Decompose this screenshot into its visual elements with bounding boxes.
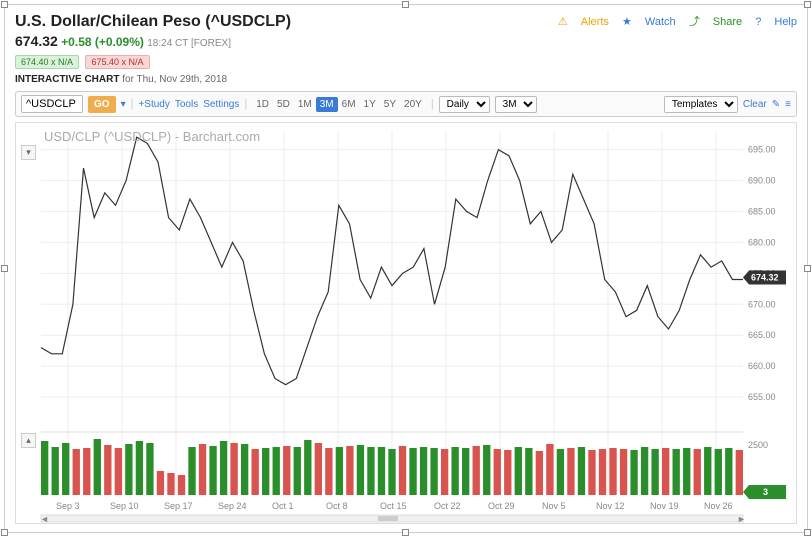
svg-text:Sep 17: Sep 17 <box>164 501 193 511</box>
resize-handle[interactable] <box>1 265 8 272</box>
bid-ask-pills: 674.40 x N/A 675.40 x N/A <box>15 52 797 70</box>
svg-text:Oct 29: Oct 29 <box>488 501 515 511</box>
chevron-down-icon[interactable]: ▾ <box>121 99 126 110</box>
chart-toolbar: GO ▾ | +Study Tools Settings | 1D5D1M3M6… <box>15 91 797 117</box>
resize-handle[interactable] <box>1 1 8 8</box>
svg-text:Nov 19: Nov 19 <box>650 501 679 511</box>
svg-text:◄: ◄ <box>40 514 49 523</box>
resize-handle[interactable] <box>804 265 811 272</box>
quote-row: 674.32 +0.58 (+0.09%) 18:24 CT [FOREX] <box>15 33 797 49</box>
svg-text:Oct 22: Oct 22 <box>434 501 461 511</box>
share-link[interactable]: ⤴ Share <box>689 16 742 28</box>
tools-link[interactable]: Tools <box>175 99 198 110</box>
timeframe-20Y[interactable]: 20Y <box>400 97 426 112</box>
range-select[interactable]: 3M <box>495 96 537 113</box>
chart-frame: ⚠ Alerts ★ Watch ⤴ Share ? Help U.S. Dol… <box>4 4 808 533</box>
alerts-link[interactable]: ⚠ Alerts <box>558 16 609 28</box>
svg-text:660.00: 660.00 <box>748 361 776 371</box>
last-price: 674.32 <box>15 33 58 49</box>
menu-icon[interactable]: ≡ <box>785 99 791 110</box>
svg-text:Oct 15: Oct 15 <box>380 501 407 511</box>
svg-text:Nov 12: Nov 12 <box>596 501 625 511</box>
timeframe-1Y[interactable]: 1Y <box>360 97 380 112</box>
svg-text:3: 3 <box>763 487 768 497</box>
go-button[interactable]: GO <box>88 96 116 113</box>
collapse-price-icon[interactable]: ▾ <box>21 145 36 160</box>
resize-handle[interactable] <box>804 529 811 536</box>
svg-text:Oct 8: Oct 8 <box>326 501 348 511</box>
settings-link[interactable]: Settings <box>203 99 239 110</box>
templates-select[interactable]: Templates <box>664 96 738 113</box>
svg-text:►: ► <box>737 514 746 523</box>
add-study-link[interactable]: +Study <box>138 99 169 110</box>
timeframe-1D[interactable]: 1D <box>252 97 273 112</box>
chart-area[interactable]: USD/CLP (^USDCLP) - Barchart.com ▾ ▴ 655… <box>15 122 797 524</box>
svg-text:674.32: 674.32 <box>751 273 779 283</box>
svg-text:Sep 24: Sep 24 <box>218 501 247 511</box>
timeframe-5Y[interactable]: 5Y <box>380 97 400 112</box>
symbol-input[interactable] <box>21 95 83 113</box>
svg-text:2500: 2500 <box>748 440 768 450</box>
svg-text:685.00: 685.00 <box>748 206 776 216</box>
resize-handle[interactable] <box>1 529 8 536</box>
resize-handle[interactable] <box>402 529 409 536</box>
quote-timestamp: 18:24 CT [FOREX] <box>147 38 231 49</box>
timeframe-6M[interactable]: 6M <box>338 97 360 112</box>
resize-handle[interactable] <box>804 1 811 8</box>
svg-text:Nov 26: Nov 26 <box>704 501 733 511</box>
help-link[interactable]: ? Help <box>755 16 797 28</box>
svg-text:Sep 10: Sep 10 <box>110 501 139 511</box>
clear-link[interactable]: Clear <box>743 99 767 110</box>
price-change: +0.58 (+0.09%) <box>61 35 144 49</box>
chart-svg: 655.00660.00665.00670.00675.00680.00685.… <box>16 123 788 523</box>
svg-text:680.00: 680.00 <box>748 237 776 247</box>
expand-volume-icon[interactable]: ▴ <box>21 433 36 448</box>
chart-watermark: USD/CLP (^USDCLP) - Barchart.com <box>44 129 260 144</box>
resize-handle[interactable] <box>402 1 409 8</box>
svg-text:Nov 5: Nov 5 <box>542 501 566 511</box>
svg-text:670.00: 670.00 <box>748 299 776 309</box>
timeframe-3M[interactable]: 3M <box>316 97 338 112</box>
timeframe-1M[interactable]: 1M <box>294 97 316 112</box>
bid-pill: 674.40 x N/A <box>15 55 79 69</box>
ask-pill: 675.40 x N/A <box>85 55 149 69</box>
chart-type-select[interactable]: Daily <box>439 96 490 113</box>
watch-link[interactable]: ★ Watch <box>622 16 676 28</box>
svg-text:695.00: 695.00 <box>748 145 776 155</box>
svg-text:Oct 1: Oct 1 <box>272 501 294 511</box>
timeframe-5D[interactable]: 5D <box>273 97 294 112</box>
svg-text:665.00: 665.00 <box>748 330 776 340</box>
svg-text:690.00: 690.00 <box>748 176 776 186</box>
svg-text:Sep 3: Sep 3 <box>56 501 80 511</box>
subheader: INTERACTIVE CHART for Thu, Nov 29th, 201… <box>15 74 797 85</box>
top-actions: ⚠ Alerts ★ Watch ⤴ Share ? Help <box>548 13 797 29</box>
edit-icon[interactable]: ✎ <box>772 99 780 110</box>
svg-text:655.00: 655.00 <box>748 392 776 402</box>
